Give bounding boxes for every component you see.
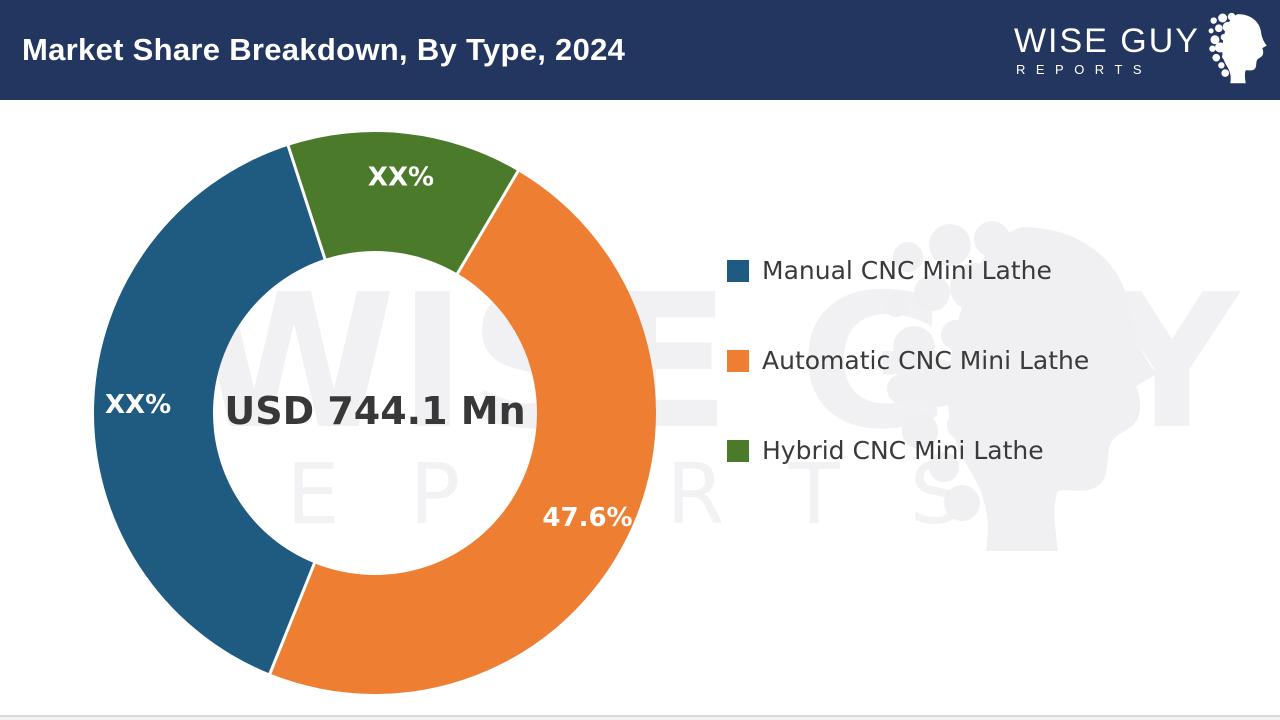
watermark-face-icon: [884, 221, 1157, 551]
legend: Manual CNC Mini Lathe Automatic CNC Mini …: [727, 256, 1089, 466]
legend-item-manual-cnc-mini-lathe: Manual CNC Mini Lathe: [727, 256, 1089, 286]
donut-slice-automatic-cnc-mini-lathe: [269, 171, 656, 694]
donut-slice-manual-cnc-mini-lathe: [94, 145, 325, 674]
slice-separator: [455, 169, 520, 277]
logo-wordmark: WISE GUY: [1013, 21, 1200, 60]
donut-slice-hybrid-cnc-mini-lathe: [288, 131, 519, 274]
header: Market Share Breakdown, By Type, 2024 WI…: [0, 0, 1280, 100]
page-title: Market Share Breakdown, By Type, 2024: [22, 32, 626, 67]
logo-face-icon: [1208, 12, 1267, 84]
donut-chart: XX% 47.6% XX%: [94, 131, 656, 694]
wise-guy-logo: WISE GUY REPORTS: [1014, 0, 1270, 100]
legend-swatch: [727, 350, 749, 372]
logo-subtext: REPORTS: [1015, 61, 1153, 77]
donut-center-value: USD 744.1 Mn: [224, 389, 526, 433]
slice-value-label: XX%: [105, 390, 171, 420]
legend-item-automatic-cnc-mini-lathe: Automatic CNC Mini Lathe: [727, 346, 1089, 376]
legend-item-hybrid-cnc-mini-lathe: Hybrid CNC Mini Lathe: [727, 436, 1089, 466]
legend-label: Automatic CNC Mini Lathe: [762, 346, 1090, 375]
legend-label: Manual CNC Mini Lathe: [762, 256, 1052, 285]
slice-separator: [268, 560, 317, 676]
legend-label: Hybrid CNC Mini Lathe: [762, 436, 1044, 465]
legend-swatch: [727, 260, 749, 282]
slice-value-label: 47.6%: [542, 503, 632, 533]
bottom-divider: [0, 715, 1280, 720]
slice-value-label: XX%: [368, 162, 434, 192]
logo-wordmark-block: WISE GUY REPORTS: [1014, 24, 1200, 77]
slice-separator: [286, 144, 327, 262]
legend-swatch: [727, 440, 749, 462]
